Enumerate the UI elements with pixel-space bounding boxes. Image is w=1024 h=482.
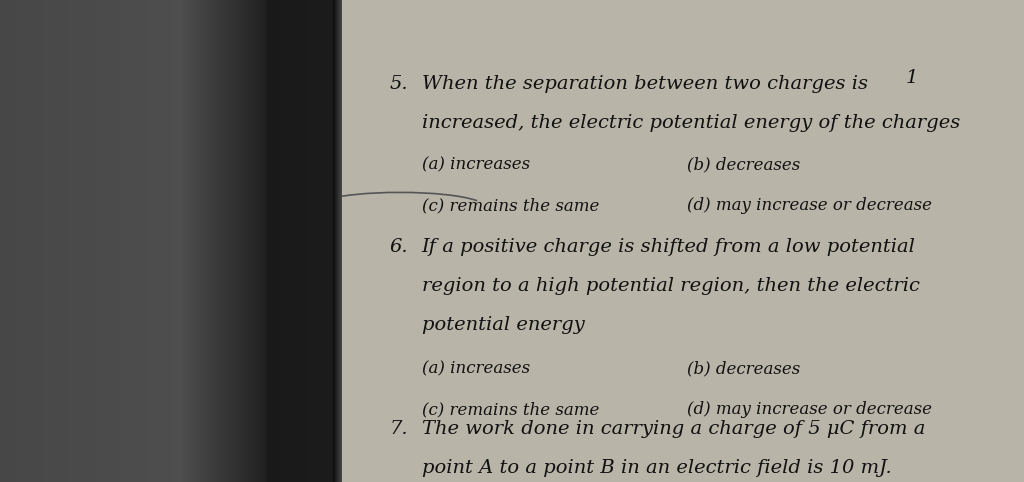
Text: region to a high potential region, then the electric: region to a high potential region, then … <box>422 277 920 295</box>
Text: (a) increases: (a) increases <box>422 361 529 377</box>
Text: The work done in carrying a charge of 5 μC from a: The work done in carrying a charge of 5 … <box>422 420 925 438</box>
Text: (c) remains the same: (c) remains the same <box>422 401 599 418</box>
Text: (c) remains the same: (c) remains the same <box>422 197 599 214</box>
Text: point A to a point B in an electric field is 10 mJ.: point A to a point B in an electric fiel… <box>422 459 891 477</box>
Text: increased, the electric potential energy of the charges: increased, the electric potential energy… <box>422 113 959 132</box>
Text: 6.: 6. <box>390 238 409 256</box>
Text: (b) decreases: (b) decreases <box>687 156 801 173</box>
Text: potential energy: potential energy <box>422 316 585 334</box>
Text: (d) may increase or decrease: (d) may increase or decrease <box>687 197 933 214</box>
Text: 5.: 5. <box>390 75 409 93</box>
Text: (b) decreases: (b) decreases <box>687 361 801 377</box>
Text: When the separation between two charges is: When the separation between two charges … <box>422 75 867 93</box>
Text: If a positive charge is shifted from a low potential: If a positive charge is shifted from a l… <box>422 238 915 256</box>
Text: 1: 1 <box>905 69 918 87</box>
Text: 7.: 7. <box>390 420 409 438</box>
Text: (a) increases: (a) increases <box>422 156 529 173</box>
Text: (d) may increase or decrease: (d) may increase or decrease <box>687 401 933 418</box>
